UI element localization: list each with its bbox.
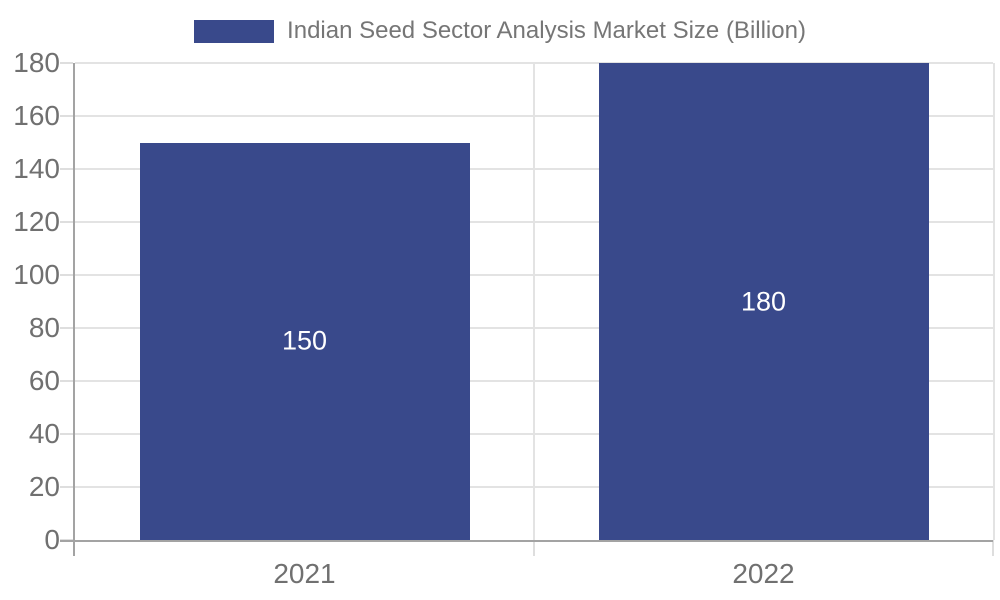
y-tick-label-80: 80	[28, 312, 60, 343]
x-tick-label-2022: 2022	[732, 558, 795, 589]
y-axis-line	[73, 63, 75, 556]
y-tick-20	[60, 486, 73, 488]
y-tick-label-180: 180	[13, 47, 60, 78]
y-tick-label-160: 160	[13, 100, 60, 131]
y-tick-label-20: 20	[28, 471, 60, 502]
y-tick-180	[60, 62, 73, 64]
y-tick-label-140: 140	[13, 153, 60, 184]
v-gridline-boundary	[533, 63, 535, 540]
legend-swatch	[194, 19, 275, 43]
y-tick-120	[60, 221, 73, 223]
y-tick-40	[60, 433, 73, 435]
y-tick-label-100: 100	[13, 259, 60, 290]
y-tick-100	[60, 274, 73, 276]
x-tick-label-2021: 2021	[273, 558, 336, 589]
bar-2021[interactable]: 150	[139, 142, 470, 540]
x-tick-boundary	[992, 540, 994, 556]
y-tick-140	[60, 168, 73, 170]
y-tick-label-0: 0	[44, 524, 60, 555]
y-tick-160	[60, 115, 73, 117]
y-tick-60	[60, 380, 73, 382]
legend-label: Indian Seed Sector Analysis Market Size …	[287, 17, 806, 44]
bar-value-label-2022: 180	[740, 286, 787, 316]
legend[interactable]: Indian Seed Sector Analysis Market Size …	[0, 14, 1000, 48]
y-tick-label-60: 60	[28, 365, 60, 396]
x-axis-line	[60, 540, 993, 542]
y-tick-label-40: 40	[28, 418, 60, 449]
y-tick-label-120: 120	[13, 206, 60, 237]
plot-right-border	[993, 63, 995, 540]
plot-area: 150 180 0 20 40 60 80 100 120 140 160 180 2021 2022	[13, 47, 995, 589]
y-tick-80	[60, 327, 73, 329]
bar-value-label-2021: 150	[281, 325, 328, 356]
x-tick-boundary	[533, 540, 535, 556]
bar-2022[interactable]: 180	[598, 63, 929, 540]
